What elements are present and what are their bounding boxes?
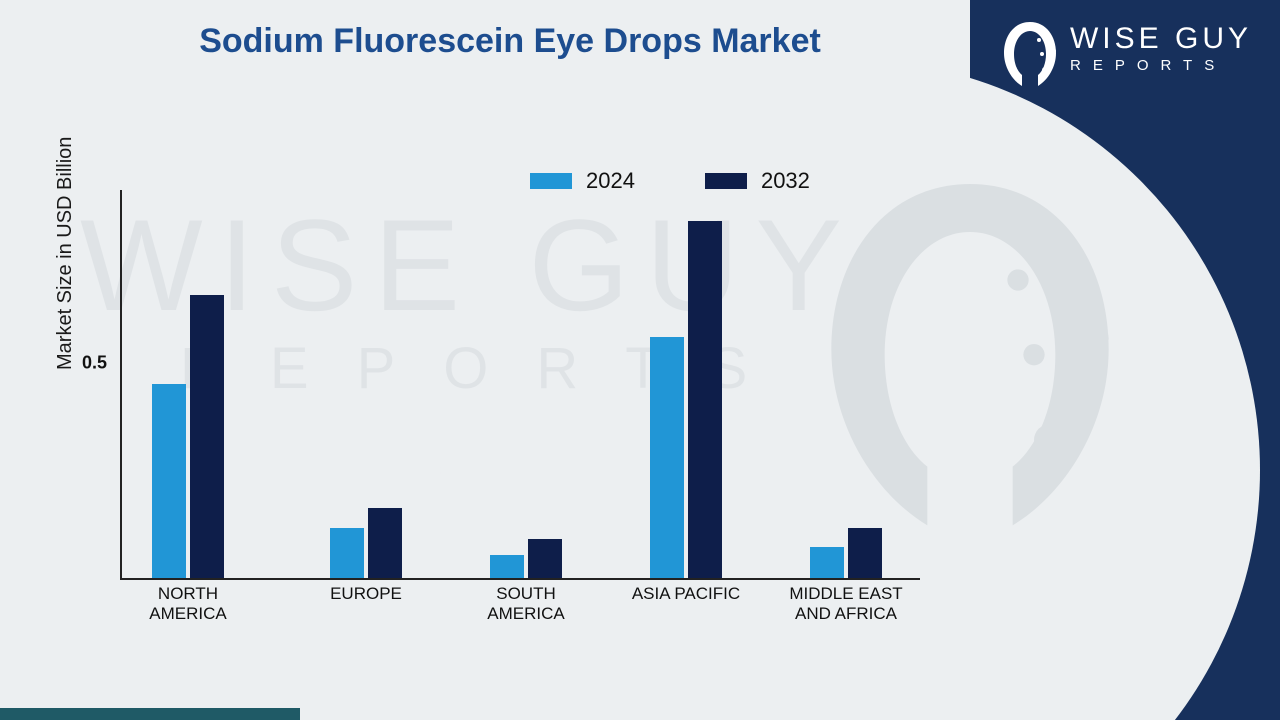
bar-ap-2032 — [688, 221, 722, 578]
y-axis-label: Market Size in USD Billion — [54, 137, 77, 370]
brand-text-top: WISE GUY — [1070, 24, 1252, 54]
brand-head-icon — [1000, 20, 1060, 90]
bar-group-mea: MIDDLE EAST AND AFRICA — [810, 528, 882, 578]
bottom-strip — [0, 708, 300, 720]
plot-area: 0.5 NORTH AMERICAEUROPESOUTH AMERICAASIA… — [120, 190, 920, 580]
category-label-ap: ASIA PACIFIC — [621, 584, 751, 604]
bar-chart: Market Size in USD Billion 0.5 NORTH AME… — [100, 170, 930, 580]
brand-text-bottom: REPORTS — [1070, 58, 1252, 73]
bar-na-2032 — [190, 295, 224, 578]
category-label-eu: EUROPE — [301, 584, 431, 604]
category-label-na: NORTH AMERICA — [123, 584, 253, 625]
bar-mea-2024 — [810, 547, 844, 578]
bar-na-2024 — [152, 384, 186, 578]
bar-mea-2032 — [848, 528, 882, 578]
brand-logo: WISE GUY REPORTS — [1070, 24, 1252, 73]
y-tick-label: 0.5 — [82, 353, 107, 374]
bar-group-ap: ASIA PACIFIC — [650, 221, 722, 578]
bar-sa-2032 — [528, 539, 562, 578]
bar-group-eu: EUROPE — [330, 508, 402, 578]
category-label-sa: SOUTH AMERICA — [461, 584, 591, 625]
page: WISE GUY REPORTS WISE GUY REPORTS Sodium… — [0, 0, 1280, 720]
chart-title: Sodium Fluorescein Eye Drops Market — [120, 22, 900, 61]
bar-sa-2024 — [490, 555, 524, 578]
bar-eu-2024 — [330, 528, 364, 578]
bar-ap-2024 — [650, 337, 684, 578]
bar-group-na: NORTH AMERICA — [152, 295, 224, 578]
bar-group-sa: SOUTH AMERICA — [490, 539, 562, 578]
category-label-mea: MIDDLE EAST AND AFRICA — [781, 584, 911, 625]
bar-eu-2032 — [368, 508, 402, 578]
